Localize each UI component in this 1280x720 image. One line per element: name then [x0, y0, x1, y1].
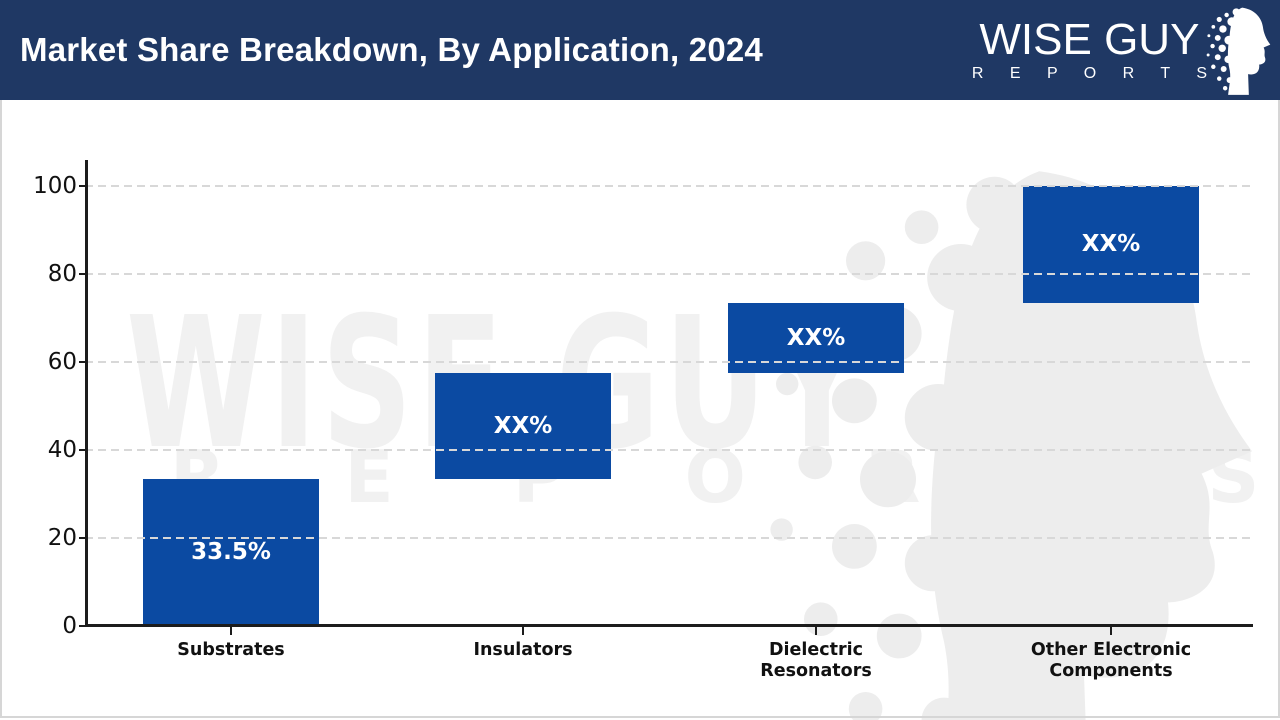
category-label-line: Other Electronic — [1030, 640, 1192, 660]
gridline — [85, 273, 1253, 275]
header: Market Share Breakdown, By Application, … — [0, 0, 1280, 100]
y-tick-label: 80 — [47, 261, 77, 287]
category-label-line: Components — [1049, 661, 1173, 681]
bar-substrates — [143, 478, 319, 626]
bar-other-electronic-components — [1023, 186, 1199, 303]
gridline — [85, 449, 1253, 451]
bar-value-label: XX% — [786, 324, 846, 351]
y-tick-label: 60 — [47, 349, 77, 375]
category-label: Insulators — [373, 640, 673, 661]
x-tick-mark — [230, 627, 232, 635]
y-tick-label: 0 — [62, 613, 77, 639]
logo-text: WISE GUY R E P O R T S — [961, 14, 1218, 83]
logo-wordmark: WISE GUY — [979, 14, 1200, 64]
logo-subtext: R E P O R T S — [971, 64, 1218, 82]
y-axis-spine — [85, 160, 88, 627]
y-tick-label: 20 — [47, 525, 77, 551]
gridline — [85, 185, 1253, 187]
x-tick-mark — [815, 627, 817, 635]
bar-value-label: XX% — [493, 412, 553, 439]
y-tick-mark — [79, 361, 87, 363]
bar-value-label: XX% — [1081, 231, 1141, 258]
y-tick-mark — [79, 449, 87, 451]
watermark-face-icon — [770, 171, 1252, 720]
page-title: Market Share Breakdown, By Application, … — [20, 31, 763, 68]
category-label: Other Electronic Components — [961, 640, 1261, 682]
y-tick-mark — [79, 185, 87, 187]
gridline — [85, 537, 1253, 539]
y-tick-mark — [79, 625, 87, 627]
category-label-line: Dielectric — [768, 640, 863, 660]
x-tick-mark — [1110, 627, 1112, 635]
category-label-line: Resonators — [760, 661, 872, 681]
bar-insulators — [435, 373, 611, 479]
face-dots-icon — [1206, 7, 1271, 95]
bar-value-label: 33.5% — [191, 539, 271, 566]
x-tick-mark — [522, 627, 524, 635]
y-tick-mark — [79, 273, 87, 275]
gridline — [85, 361, 1253, 363]
category-label-line: Insulators — [473, 640, 573, 660]
category-label: Substrates — [81, 640, 381, 661]
category-label-line: Substrates — [177, 640, 285, 660]
brand-logo: WISE GUY R E P O R T S — [961, 0, 1274, 100]
y-tick-mark — [79, 537, 87, 539]
category-label: Dielectric Resonators — [666, 640, 966, 682]
x-axis-line — [85, 624, 1253, 627]
y-tick-label: 100 — [33, 173, 77, 199]
y-tick-label: 40 — [47, 437, 77, 463]
